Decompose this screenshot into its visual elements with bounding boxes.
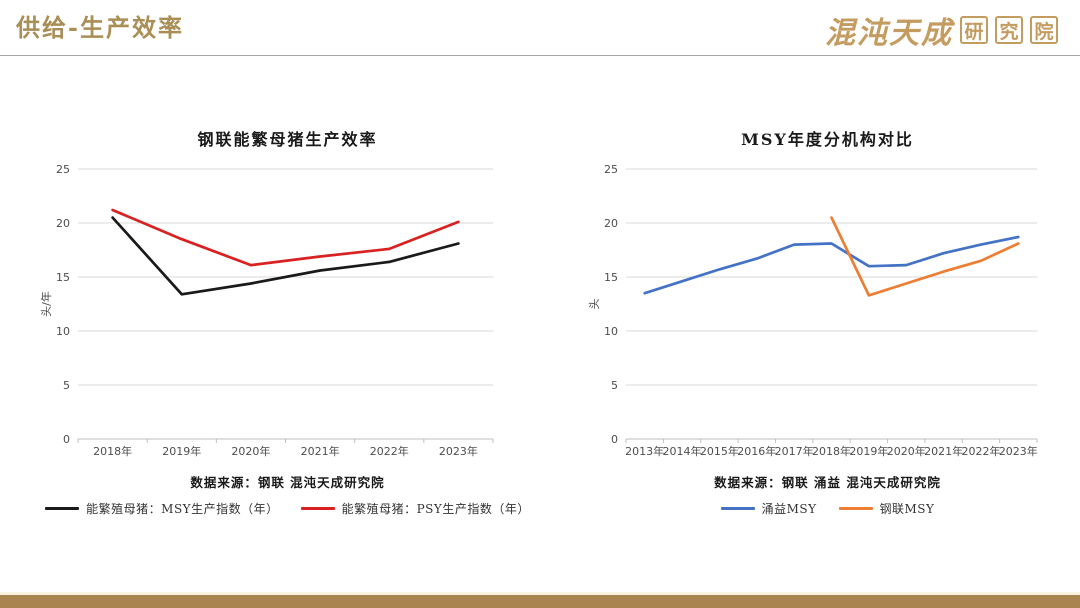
x-axis-tick-label: 2018年: [812, 444, 851, 458]
y-axis-tick-label: 0: [63, 433, 70, 446]
x-axis-tick-label: 2022年: [961, 444, 1000, 458]
y-axis-tick-label: 25: [604, 163, 618, 176]
y-axis-tick-label: 5: [611, 379, 618, 392]
y-axis-title: 头/年: [39, 291, 53, 317]
y-axis-tick-label: 10: [604, 325, 618, 338]
line-chart-canvas: 0 5 10 15 20 25 2018年 2019年 2020年 2021年 2022年 2023年…: [39, 163, 494, 458]
y-axis-title: 头: [588, 299, 601, 310]
logo-char-box: 究: [995, 16, 1023, 44]
legend-label: 能繁殖母猪：MSY生产指数（年）: [86, 502, 279, 516]
chart-legend: 能繁殖母猪：MSY生产指数（年） 能繁殖母猪：PSY生产指数（年）: [35, 500, 540, 517]
legend-item: 钢联MSY: [838, 500, 935, 517]
legend-line-swatch: [838, 507, 873, 510]
series-line-1: [830, 216, 1020, 297]
page-title: 供给-生产效率: [16, 13, 184, 42]
header-divider: [0, 55, 1080, 56]
x-axis-tick-label: 2016年: [737, 444, 776, 458]
chart-legend: 涌益MSY 钢联MSY: [575, 500, 1080, 517]
x-axis-tick-label: 2022年: [370, 444, 409, 458]
x-axis-tick-label: 2020年: [231, 444, 270, 458]
x-axis-tick-label: 2014年: [663, 444, 702, 458]
legend-line-swatch: [300, 507, 335, 510]
series-line-0: [111, 216, 460, 296]
x-axis-tick-label: 2020年: [887, 444, 926, 458]
y-axis-tick-label: 25: [56, 163, 70, 176]
chart-title: 钢联能繁母猪生产效率: [197, 130, 378, 149]
logo-char-box: 研: [960, 16, 988, 44]
line-chart-canvas: 0 5 10 15 20 25 2013年2014年2015年2016年2017年2018年…: [588, 163, 1038, 458]
chart-msy-institution-comparison: MSY年度分机构对比 0 5 10 15 20 25 2013年 2014年 2015年 2016…: [575, 126, 1080, 517]
y-axis-tick-label: 15: [56, 271, 70, 284]
logo-char-box: 院: [1030, 16, 1058, 44]
legend-label: 涌益MSY: [761, 502, 817, 516]
x-axis-tick-label: 2021年: [301, 444, 340, 458]
y-axis-tick-label: 15: [604, 271, 618, 284]
x-axis-tick-label: 2019年: [849, 444, 888, 458]
x-axis-tick-label: 2021年: [924, 444, 963, 458]
chart-sow-production-efficiency: 钢联能繁母猪生产效率 0 5 10 15 20 25 2018年 2019年 2020年 2021…: [35, 126, 540, 517]
legend-line-swatch: [720, 507, 755, 510]
x-axis-tick-label: 2015年: [700, 444, 739, 458]
x-axis-tick-label: 2023年: [439, 444, 478, 458]
series-line-1: [111, 208, 460, 267]
legend-item: 能繁殖母猪：PSY生产指数（年）: [300, 500, 530, 517]
x-axis-tick-label: 2017年: [775, 444, 814, 458]
logo-brand-text: 混沌天成: [825, 16, 953, 51]
chart-source-note: 数据来源：钢联 混沌天成研究院: [190, 475, 385, 490]
chart-source-note: 数据来源：钢联 涌益 混沌天成研究院: [714, 475, 941, 490]
chart-title: MSY年度分机构对比: [741, 130, 914, 149]
legend-label: 钢联MSY: [879, 502, 935, 516]
series-line-0: [643, 235, 1020, 295]
company-logo: 混沌天成 研 究 院: [825, 8, 1058, 52]
legend-item: 涌益MSY: [720, 500, 817, 517]
x-axis-tick-label: 2018年: [93, 444, 132, 458]
legend-label: 能繁殖母猪：PSY生产指数（年）: [341, 502, 530, 516]
y-axis-tick-label: 10: [56, 325, 70, 338]
legend-line-swatch: [45, 507, 80, 510]
footer-accent-bar: [0, 592, 1080, 608]
x-axis-tick-label: 2019年: [162, 444, 201, 458]
x-axis-tick-label: 2013年: [625, 444, 664, 458]
x-axis-tick-label: 2023年: [999, 444, 1038, 458]
y-axis-tick-label: 20: [56, 217, 70, 230]
y-axis-tick-label: 0: [611, 433, 618, 446]
legend-item: 能繁殖母猪：MSY生产指数（年）: [45, 500, 278, 517]
y-axis-tick-label: 20: [604, 217, 618, 230]
y-axis-tick-label: 5: [63, 379, 70, 392]
